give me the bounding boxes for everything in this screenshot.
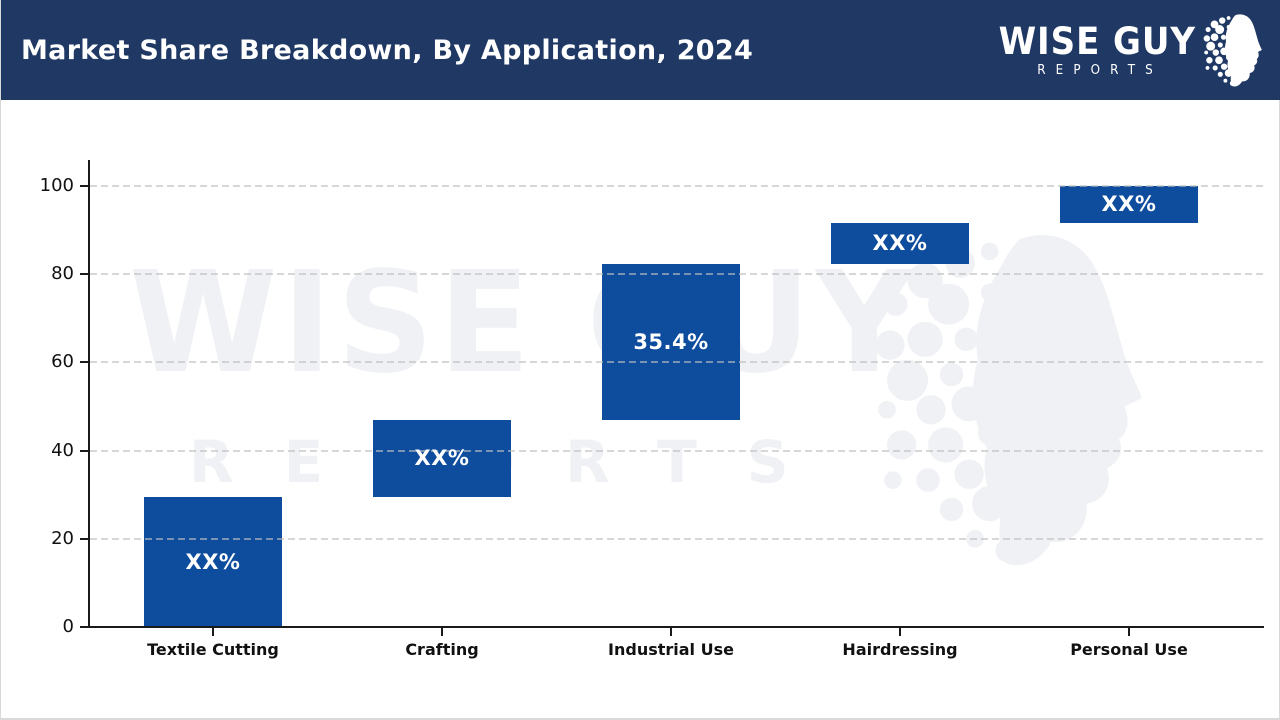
x-axis-category-label: Personal Use — [1070, 640, 1188, 659]
gridline-y-100 — [90, 185, 1263, 187]
y-tick-label: 20 — [51, 527, 74, 549]
bar-textile-cutting — [144, 496, 282, 627]
y-tick-mark — [80, 361, 89, 364]
brand-face-icon — [1203, 14, 1262, 87]
bar-industrial-use — [602, 263, 740, 420]
gridline-y-20 — [90, 537, 1263, 540]
x-tick-mark — [670, 628, 672, 636]
y-axis-line — [88, 160, 90, 628]
brand-subtitle: REPORTS — [1037, 62, 1164, 78]
bar-personal-use — [1060, 186, 1198, 223]
x-tick-mark — [212, 628, 214, 636]
x-axis-category-label: Industrial Use — [608, 640, 734, 659]
x-axis-category-label: Textile Cutting — [147, 640, 279, 659]
header: Market Share Breakdown, By Application, … — [1, 0, 1280, 100]
brand-logo: WISE GUY REPORTS — [990, 11, 1267, 89]
y-tick-mark — [80, 449, 89, 452]
bar-value-label: XX% — [414, 446, 470, 471]
plot-area: 0 20 40 60 80 100 XX% Textile Cutting XX% Craftin… — [1, 100, 1280, 720]
watermark-text-line1: WISE GUY — [129, 242, 918, 405]
x-axis-category-label: Hairdressing — [842, 640, 958, 659]
y-tick-label: 80 — [51, 263, 74, 285]
y-tick-label: 100 — [39, 175, 74, 196]
bar-hairdressing — [831, 222, 969, 264]
bar-value-label: XX% — [185, 549, 241, 574]
x-axis-category-label: Crafting — [405, 640, 479, 659]
y-tick-mark — [80, 537, 89, 540]
bar-value-label: XX% — [1101, 192, 1157, 217]
gridline-y-60 — [90, 361, 1263, 364]
y-tick-label: 40 — [51, 439, 74, 461]
y-tick-mark — [80, 626, 89, 628]
brand-logo-text: WISE GUY REPORTS — [998, 19, 1197, 78]
gridline-y-80 — [90, 273, 1263, 276]
x-tick-mark — [899, 628, 901, 636]
y-tick-label: 60 — [51, 351, 74, 373]
page-title: Market Share Breakdown, By Application, … — [21, 34, 754, 66]
y-tick-mark — [80, 273, 89, 276]
y-tick-mark — [80, 185, 89, 187]
bar-value-label: 35.4% — [633, 329, 709, 354]
y-tick-label: 0 — [62, 616, 74, 637]
gridline-y-40 — [90, 449, 1263, 452]
brand-name: WISE GUY — [998, 19, 1197, 63]
x-tick-mark — [441, 628, 443, 636]
bar-value-label: XX% — [872, 231, 928, 256]
bar-crafting — [373, 419, 511, 497]
x-tick-mark — [1128, 628, 1130, 636]
x-axis-line — [88, 626, 1264, 628]
